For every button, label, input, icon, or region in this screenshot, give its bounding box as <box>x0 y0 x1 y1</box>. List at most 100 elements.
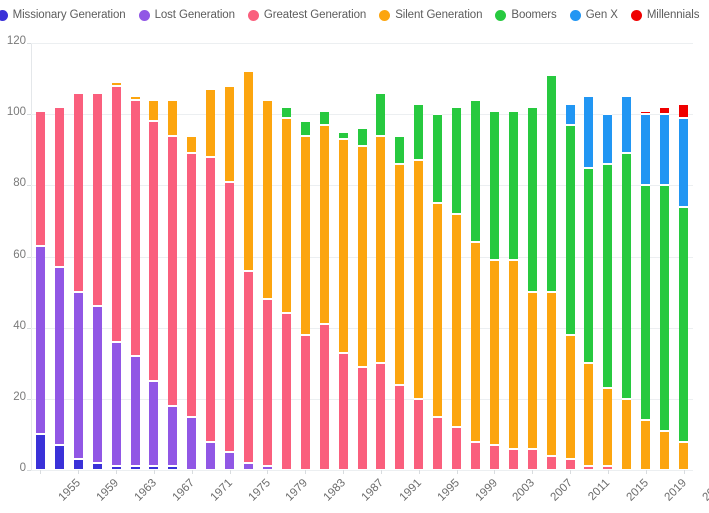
bar-segment[interactable] <box>338 352 348 470</box>
bar-segment[interactable] <box>300 135 310 335</box>
legend-item-genx[interactable]: Gen X <box>569 9 618 21</box>
bar-1999[interactable] <box>452 43 462 470</box>
bar-segment[interactable] <box>319 124 329 325</box>
bar-1979[interactable] <box>262 43 272 470</box>
bar-segment[interactable] <box>225 85 235 182</box>
bar-segment[interactable] <box>130 99 140 357</box>
bar-segment[interactable] <box>244 462 253 470</box>
bar-segment[interactable] <box>546 292 556 456</box>
bar-segment[interactable] <box>376 135 386 364</box>
bar-segment[interactable] <box>357 366 367 470</box>
bar-1969[interactable] <box>168 43 178 470</box>
bar-segment[interactable] <box>660 107 670 115</box>
bar-segment[interactable] <box>452 107 462 214</box>
bar-segment[interactable] <box>508 260 518 449</box>
legend-item-lost[interactable]: Lost Generation <box>138 9 235 21</box>
bar-segment[interactable] <box>376 92 386 136</box>
bar-segment[interactable] <box>111 85 121 342</box>
bar-segment[interactable] <box>130 356 140 467</box>
bar-1963[interactable] <box>111 43 121 470</box>
bar-segment[interactable] <box>395 164 405 385</box>
bar-segment[interactable] <box>489 260 499 446</box>
bar-segment[interactable] <box>319 110 329 125</box>
bar-segment[interactable] <box>225 452 235 470</box>
bar-segment[interactable] <box>357 128 367 147</box>
bar-segment[interactable] <box>546 455 556 470</box>
bar-segment[interactable] <box>603 164 613 389</box>
bar-segment[interactable] <box>206 89 216 157</box>
bar-segment[interactable] <box>679 441 689 470</box>
legend-item-boomers[interactable]: Boomers <box>495 9 557 21</box>
bar-segment[interactable] <box>92 92 102 307</box>
bar-segment[interactable] <box>433 203 443 417</box>
bar-2021[interactable] <box>660 43 670 470</box>
bar-segment[interactable] <box>73 292 83 460</box>
bar-segment[interactable] <box>470 441 480 470</box>
bar-segment[interactable] <box>244 270 253 463</box>
bar-segment[interactable] <box>414 160 424 399</box>
bar-1965[interactable] <box>130 43 140 470</box>
bar-segment[interactable] <box>489 110 499 261</box>
bar-1967[interactable] <box>149 43 159 470</box>
bar-segment[interactable] <box>603 114 613 164</box>
bar-segment[interactable] <box>130 466 140 470</box>
bar-1971[interactable] <box>187 43 197 470</box>
bar-segment[interactable] <box>168 99 178 136</box>
bar-segment[interactable] <box>111 466 121 470</box>
bar-segment[interactable] <box>92 462 102 470</box>
bar-1987[interactable] <box>338 43 348 470</box>
bar-segment[interactable] <box>300 121 310 136</box>
bar-2011[interactable] <box>565 43 575 470</box>
bar-segment[interactable] <box>603 466 613 470</box>
bar-segment[interactable] <box>376 363 386 470</box>
bar-segment[interactable] <box>35 110 45 246</box>
bar-1989[interactable] <box>357 43 367 470</box>
bar-segment[interactable] <box>641 110 651 115</box>
bar-1973[interactable] <box>206 43 216 470</box>
bar-2015[interactable] <box>603 43 613 470</box>
bar-1957[interactable] <box>54 43 64 470</box>
bar-segment[interactable] <box>149 121 159 382</box>
bar-segment[interactable] <box>111 341 121 467</box>
bar-segment[interactable] <box>187 416 197 470</box>
bar-segment[interactable] <box>244 71 253 271</box>
bar-segment[interactable] <box>489 445 499 470</box>
bar-segment[interactable] <box>679 103 689 118</box>
bar-segment[interactable] <box>54 267 64 446</box>
legend-item-silent[interactable]: Silent Generation <box>379 9 482 21</box>
bar-2009[interactable] <box>546 43 556 470</box>
bar-segment[interactable] <box>111 82 121 86</box>
legend-item-millennials[interactable]: Millennials <box>630 9 700 21</box>
bar-segment[interactable] <box>149 99 159 122</box>
bar-segment[interactable] <box>565 124 575 335</box>
bar-segment[interactable] <box>508 448 518 470</box>
bar-segment[interactable] <box>168 135 178 406</box>
bar-segment[interactable] <box>660 114 670 186</box>
bar-segment[interactable] <box>35 245 45 435</box>
bar-segment[interactable] <box>584 96 594 168</box>
bar-segment[interactable] <box>433 416 443 470</box>
bar-segment[interactable] <box>319 324 329 470</box>
bar-segment[interactable] <box>262 99 272 300</box>
bar-segment[interactable] <box>603 388 613 467</box>
bar-2007[interactable] <box>527 43 537 470</box>
bar-segment[interactable] <box>92 306 102 463</box>
bar-segment[interactable] <box>395 135 405 164</box>
bar-2023[interactable] <box>679 43 689 470</box>
bar-2003[interactable] <box>489 43 499 470</box>
bar-segment[interactable] <box>187 153 197 417</box>
bar-segment[interactable] <box>470 99 480 243</box>
bar-segment[interactable] <box>508 110 518 261</box>
bar-segment[interactable] <box>281 313 291 470</box>
bar-2001[interactable] <box>470 43 480 470</box>
bar-segment[interactable] <box>73 92 83 293</box>
bar-segment[interactable] <box>527 292 537 449</box>
bar-2017[interactable] <box>622 43 632 470</box>
bar-segment[interactable] <box>262 299 272 467</box>
bar-segment[interactable] <box>641 114 651 186</box>
bar-segment[interactable] <box>395 384 405 470</box>
bar-1977[interactable] <box>244 43 253 470</box>
bar-1991[interactable] <box>376 43 386 470</box>
legend-item-greatest[interactable]: Greatest Generation <box>247 9 366 21</box>
bar-2013[interactable] <box>584 43 594 470</box>
